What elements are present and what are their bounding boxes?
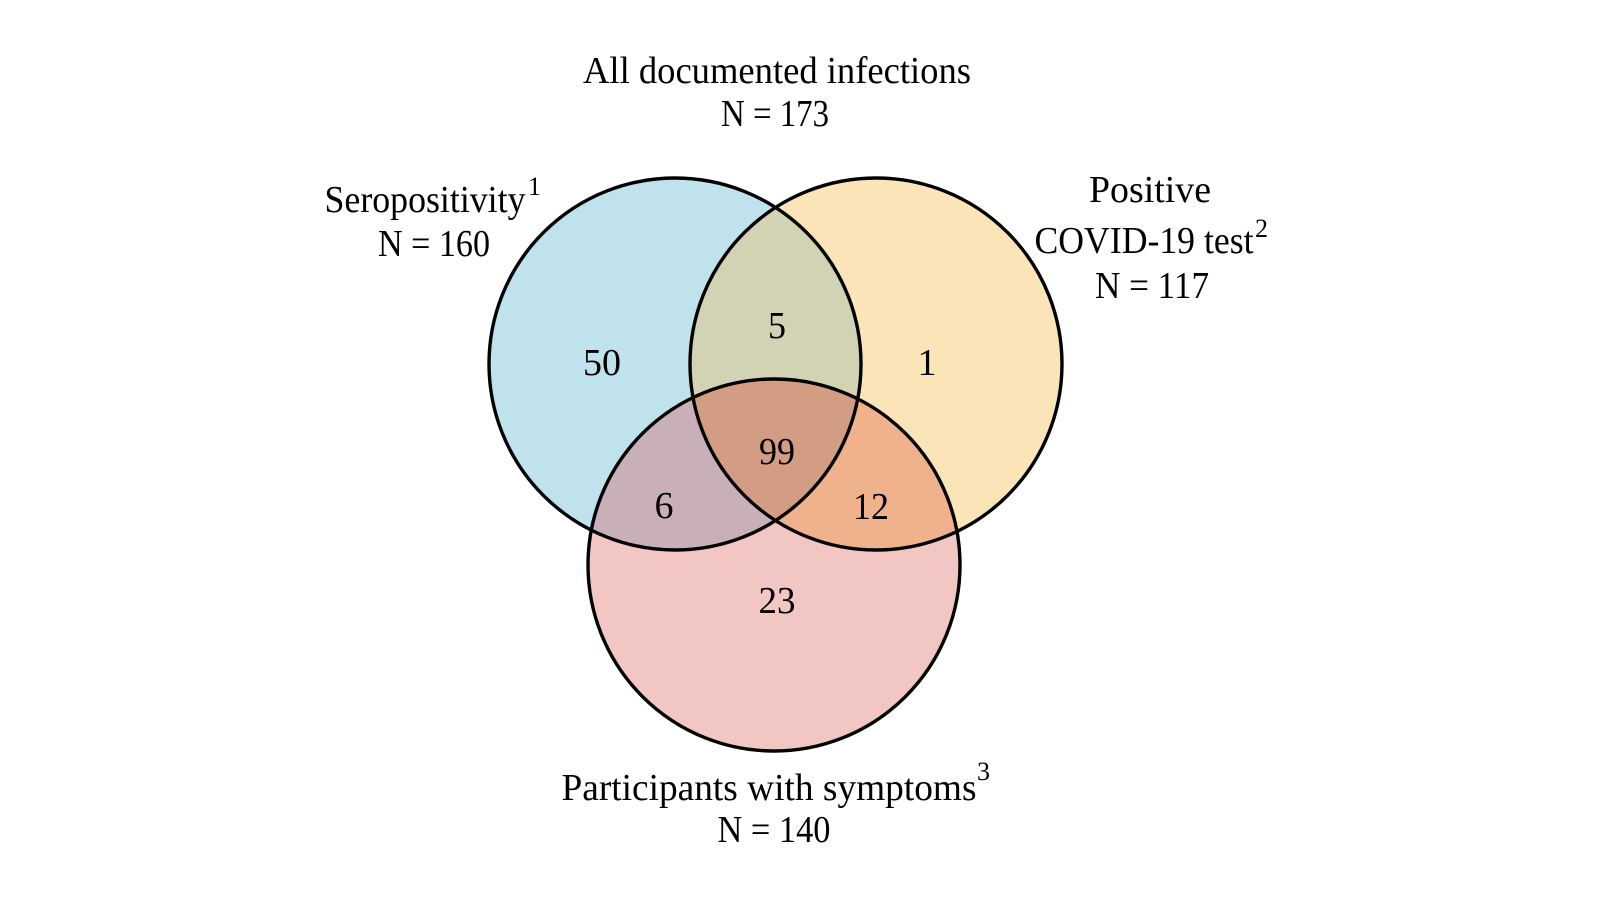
svg-text:2: 2 — [1255, 214, 1268, 243]
svg-text:50: 50 — [583, 342, 621, 384]
svg-text:1: 1 — [528, 172, 541, 201]
svg-text:99: 99 — [759, 431, 795, 473]
svg-text:N = 173: N = 173 — [721, 93, 829, 135]
svg-text:Positive: Positive — [1089, 169, 1211, 211]
svg-text:23: 23 — [759, 580, 796, 622]
svg-text:6: 6 — [655, 485, 674, 527]
svg-text:N = 117: N = 117 — [1095, 265, 1209, 307]
svg-text:12: 12 — [853, 486, 889, 528]
svg-text:5: 5 — [768, 305, 786, 347]
svg-text:1: 1 — [918, 342, 937, 384]
svg-text:3: 3 — [977, 757, 990, 786]
svg-text:Seropositivity: Seropositivity — [325, 179, 526, 221]
svg-text:All documented infections: All documented infections — [583, 50, 971, 92]
svg-text:N = 140: N = 140 — [718, 809, 831, 851]
svg-text:Participants with symptoms: Participants with symptoms — [562, 767, 977, 809]
svg-text:COVID-19 test: COVID-19 test — [1035, 220, 1254, 262]
svg-text:N = 160: N = 160 — [378, 223, 490, 265]
